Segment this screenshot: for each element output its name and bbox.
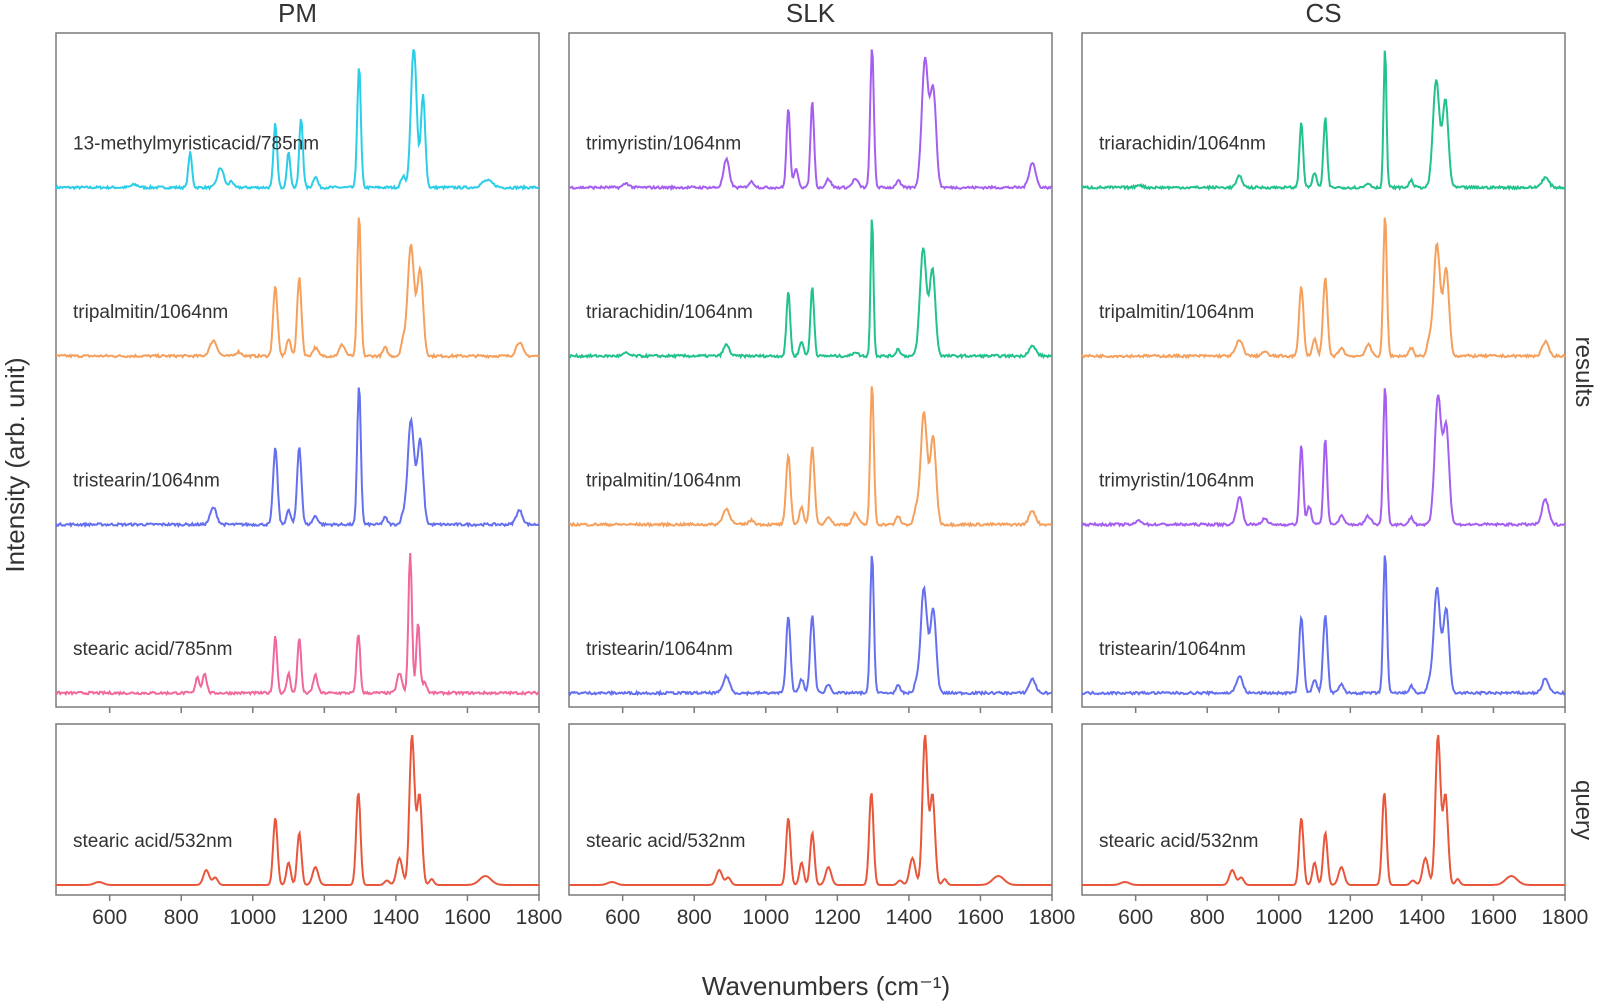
x-tick-label: 800 [677,906,712,929]
x-tick-label: 600 [1118,906,1153,929]
x-tick-label: 800 [164,906,199,929]
x-tick-label: 1800 [1029,906,1076,929]
spectrum-label: stearic acid/785nm [73,639,232,660]
x-tick-label: 1200 [814,906,861,929]
spectrum-line-tripalmitin [55,217,540,360]
results-frame [568,32,1053,708]
x-tick-label: 1600 [1470,906,1517,929]
x-tick-label: 1200 [301,906,348,929]
spectrum-label: tristearin/1064nm [586,639,733,660]
spectrum-label: tripalmitin/1064nm [73,302,228,323]
x-tick-label: 1400 [1399,906,1446,929]
spectrum-line-tristearin [55,387,540,529]
spectrum-label: tripalmitin/1064nm [1099,302,1254,323]
panel-title-slk: SLK [786,0,836,28]
query-frame [568,723,1053,896]
y-axis-label: Intensity (arb. unit) [0,357,30,572]
panel-title-pm: PM [278,0,317,28]
x-tick-label: 1400 [373,906,420,929]
spectrum-label: trimyristin/1064nm [1099,471,1254,492]
spectrum-line-query [1082,734,1565,886]
x-tick-label: 1600 [957,906,1004,929]
x-tick-label: 1000 [742,906,789,929]
spectrum-label: triarachidin/1064nm [586,302,753,323]
spectrum-line-stearic_785 [55,552,540,697]
spectrum-label: tristearin/1064nm [73,471,220,492]
spectrum-line-tristearin [568,555,1053,697]
spectrum-line-tripalmitin [569,386,1053,529]
spectrum-line-triarachidin [1081,50,1566,192]
x-tick-label: 1600 [444,906,491,929]
x-tick-label: 1800 [1542,906,1589,929]
x-tick-label: 1800 [516,906,563,929]
x-tick-label: 1000 [1255,906,1302,929]
spectrum-label: stearic acid/532nm [1099,831,1258,852]
spectrum-label: stearic acid/532nm [73,831,232,852]
spectrum-line-tripalmitin [1081,217,1566,360]
x-tick-label: 800 [1190,906,1225,929]
spectrum-line-triarachidin [568,219,1053,360]
spectrum-label: stearic acid/532nm [586,831,745,852]
results-frame [55,32,540,708]
panel-title-cs: CS [1305,0,1341,28]
x-tick-label: 1000 [229,906,276,929]
spectrum-label: 13-methylmyristicacid/785nm [73,134,319,155]
spectrum-line-query [56,734,539,886]
query-frame [1081,723,1566,896]
spectrum-line-13-methylmyristicacid [55,49,540,191]
results-frame [1081,32,1566,708]
spectrum-label: trimyristin/1064nm [586,134,741,155]
x-tick-label: 1400 [886,906,933,929]
spectrum-label: tristearin/1064nm [1099,639,1246,660]
row-label-results: results [1570,337,1597,408]
x-tick-label: 600 [605,906,640,929]
spectrum-line-trimyristin [1081,388,1566,528]
spectrum-label: tripalmitin/1064nm [586,471,741,492]
x-tick-label: 1200 [1327,906,1374,929]
spectrum-label: triarachidin/1064nm [1099,134,1266,155]
spectrum-line-query [569,734,1052,886]
query-frame [55,723,540,896]
x-tick-label: 600 [92,906,127,929]
x-axis-label: Wavenumbers (cm⁻¹) [702,971,950,1001]
spectrum-line-tristearin [1081,555,1566,697]
row-label-query: query [1570,780,1597,840]
spectrum-line-trimyristin [569,49,1053,191]
